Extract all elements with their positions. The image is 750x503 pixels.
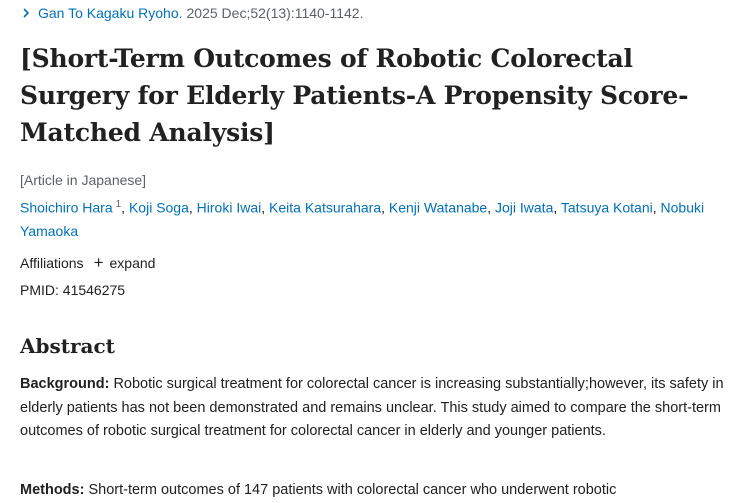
background-text: Robotic surgical treatment for colorecta… [20,376,724,439]
pmid-value: 41546275 [62,282,126,298]
methods-text: Short-term outcomes of 147 patients with… [88,482,617,498]
abstract-heading: Abstract [20,334,115,358]
author-link[interactable]: Hiroki Iwai [196,199,262,216]
journal-link[interactable]: Gan To Kagaku Ryoho. [38,5,183,21]
expand-affiliations-button[interactable]: + expand [94,254,156,272]
author-link[interactable]: Tatsuya Kotani [560,199,653,216]
plus-icon: + [93,253,104,272]
chevron-right-icon [23,8,30,18]
pmid: PMID: 41546275 [20,281,125,299]
affiliations-row: Affiliations + expand [20,254,155,272]
author-link[interactable]: Koji Soga [128,199,189,216]
author-link[interactable]: Joji Iwata [495,199,554,216]
authors-list: Shoichiro Hara 1, Koji Soga, Hiroki Iwai,… [20,199,705,239]
author-link[interactable]: Kenji Watanabe [388,199,488,216]
methods-label: Methods: [20,482,85,498]
article-language-note: [Article in Japanese] [20,172,147,188]
article-title: [Short-Term Outcomes of Robotic Colorect… [20,44,689,147]
background-label: Background: [20,376,110,392]
affiliation-ref[interactable]: 1 [115,199,122,210]
journal-citation-line: Gan To Kagaku Ryoho. 2025 Dec;52(13):114… [20,4,363,22]
pmid-label: PMID: [20,282,59,298]
affiliations-label: Affiliations [20,255,84,271]
abstract-background: Background: Robotic surgical treatment f… [20,373,730,444]
author-link[interactable]: Keita Katsurahara [269,199,382,216]
expand-label: expand [109,255,156,271]
abstract-methods: Methods: Short-term outcomes of 147 pati… [20,479,730,503]
author-link[interactable]: Shoichiro Hara [20,199,113,216]
journal-citation: 2025 Dec;52(13):1140-1142. [186,5,364,21]
author-link[interactable]: Nobuki Yamaoka [20,199,705,239]
